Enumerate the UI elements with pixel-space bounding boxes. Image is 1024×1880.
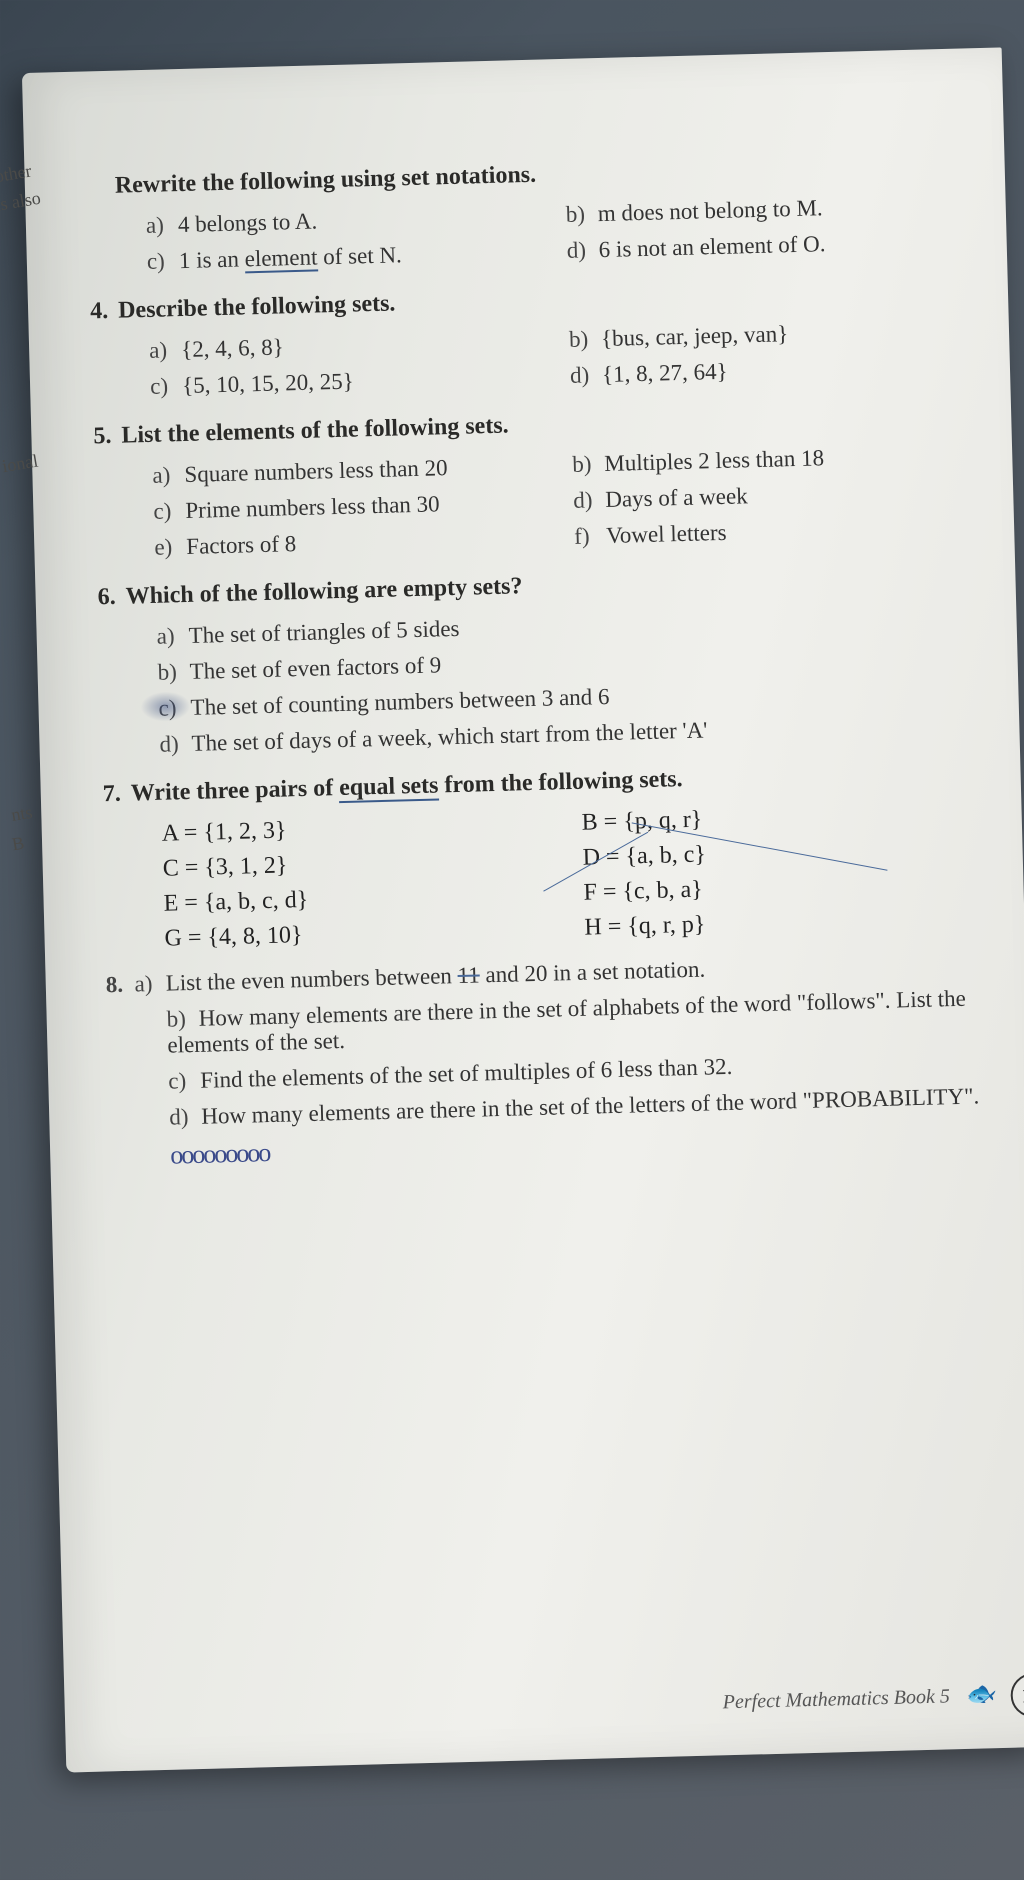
q5-c: c)Prime numbers less than 30 (153, 488, 554, 524)
q8-options: 8. a)List the even numbers between 11 an… (165, 949, 989, 1130)
q3-heading: Rewrite the following using set notation… (115, 150, 965, 199)
margin-text-B: B (10, 833, 25, 856)
q4-b: b){bus, car, jeep, van} (569, 316, 970, 352)
q7-H: H = {q, r, p} (584, 904, 985, 941)
textbook-page: other is also ional nts B Rewrite the fo… (22, 47, 1024, 1772)
q7-heading: 7.Write three pairs of equal sets from t… (130, 758, 980, 807)
q7-G: G = {4, 8, 10} (164, 915, 565, 952)
q7-D: D = {a, b, c} (582, 834, 983, 871)
q5-b: b)Multiples 2 less than 18 (572, 441, 973, 477)
q5-f: f)Vowel letters (574, 513, 975, 549)
q7-E: E = {a, b, c, d} (163, 880, 564, 917)
q4-c: c){5, 10, 15, 20, 25} (150, 363, 551, 399)
q3-c: c)1 is an element of set N. (147, 238, 548, 274)
q3-b: b)m does not belong to M. (565, 191, 966, 227)
q7-F: F = {c, b, a} (583, 869, 984, 906)
q8-b: b)How many elements are there in the set… (166, 985, 987, 1058)
q4-a: a){2, 4, 6, 8} (149, 327, 550, 363)
q5-a: a)Square numbers less than 20 (152, 452, 553, 488)
q4-heading: 4.Describe the following sets. (118, 275, 968, 324)
q3-d: d)6 is not an element of O. (566, 227, 967, 263)
q6-heading: 6.Which of the following are empty sets? (125, 561, 975, 610)
q6-options: a)The set of triangles of 5 sides b)The … (156, 602, 979, 757)
margin-text-other: other (0, 160, 33, 187)
q7-A: A = {1, 2, 3} (162, 810, 563, 847)
q5-options: a)Square numbers less than 20 b)Multiple… (152, 441, 974, 560)
q5-d: d)Days of a week (573, 477, 974, 513)
margin-text-also: is also (0, 188, 42, 216)
q7-B: B = {p, q, r} (581, 799, 982, 836)
margin-text-nts: nts (10, 802, 34, 826)
pen-smudge (140, 691, 191, 722)
q3-options: a)4 belongs to A. b)m does not belong to… (146, 191, 967, 274)
margin-text-ional: ional (1, 450, 40, 477)
q4-options: a){2, 4, 6, 8} b){bus, car, jeep, van} c… (149, 316, 970, 399)
fish-icon: 🐟 (964, 1681, 995, 1708)
q3-a: a)4 belongs to A. (146, 202, 547, 238)
q7-sets: A = {1, 2, 3} B = {p, q, r} C = {3, 1, 2… (162, 799, 985, 952)
q5-heading: 5.List the elements of the following set… (121, 400, 971, 449)
q7-C: C = {3, 1, 2} (162, 845, 563, 882)
page-number: 18 (1010, 1673, 1024, 1718)
q5-e: e)Factors of 8 (154, 524, 555, 560)
q4-d: d){1, 8, 27, 64} (570, 352, 971, 388)
footer-text: Perfect Mathematics Book 5 🐟 (722, 1679, 995, 1715)
